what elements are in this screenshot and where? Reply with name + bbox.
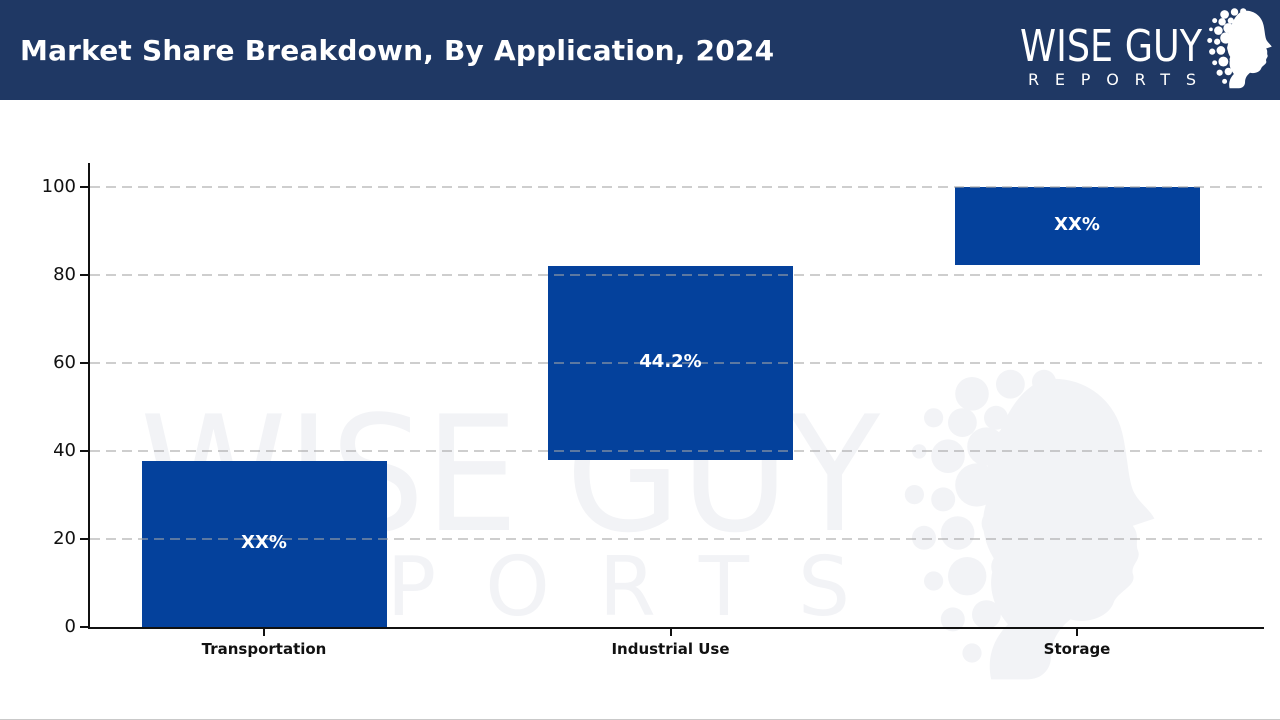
- bar-storage: [954, 187, 1200, 265]
- gridline-80: [90, 274, 1262, 276]
- gridline-100: [90, 186, 1262, 188]
- y-tick-80: [80, 274, 88, 276]
- y-tick-0: [80, 626, 88, 628]
- gridline-40: [90, 450, 1262, 452]
- y-tick-label: 60: [53, 352, 76, 373]
- header-bar: Market Share Breakdown, By Application, …: [0, 0, 1280, 100]
- x-axis-spine: [88, 627, 1264, 629]
- y-tick-100: [80, 186, 88, 188]
- chart-title: Market Share Breakdown, By Application, …: [20, 33, 775, 67]
- y-tick-label: 40: [53, 440, 76, 461]
- bar-transportation: [141, 461, 387, 627]
- gridline-20: [90, 538, 1262, 540]
- y-tick-label: 0: [64, 616, 76, 637]
- x-category-label: Storage: [1043, 640, 1111, 658]
- x-category-label: Transportation: [201, 640, 327, 658]
- y-tick-40: [80, 450, 88, 452]
- x-tick-3: [1076, 629, 1078, 636]
- y-tick-label: 80: [53, 264, 76, 285]
- y-tick-label: 100: [41, 176, 76, 197]
- bar-value-label: XX%: [241, 532, 287, 554]
- x-category-label: Industrial Use: [611, 640, 730, 658]
- y-tick-60: [80, 362, 88, 364]
- bar-value-label: 44.2%: [639, 351, 702, 372]
- y-tick-20: [80, 538, 88, 540]
- y-tick-label: 20: [53, 528, 76, 549]
- wiseguy-reports-logo: WISE GUY REPORTS: [1020, 8, 1272, 89]
- x-tick-1: [263, 629, 265, 636]
- logo-sub-wordmark: REPORTS: [1028, 70, 1196, 89]
- x-tick-2: [669, 629, 672, 636]
- watermark-face-icon: [904, 369, 1155, 680]
- y-axis-spine: [88, 163, 90, 629]
- logo-face-icon: [1207, 8, 1272, 89]
- bar-value-label: XX%: [1054, 213, 1100, 235]
- gridline-60: [90, 362, 1262, 364]
- logo-wordmark: WISE GUY: [1020, 21, 1202, 72]
